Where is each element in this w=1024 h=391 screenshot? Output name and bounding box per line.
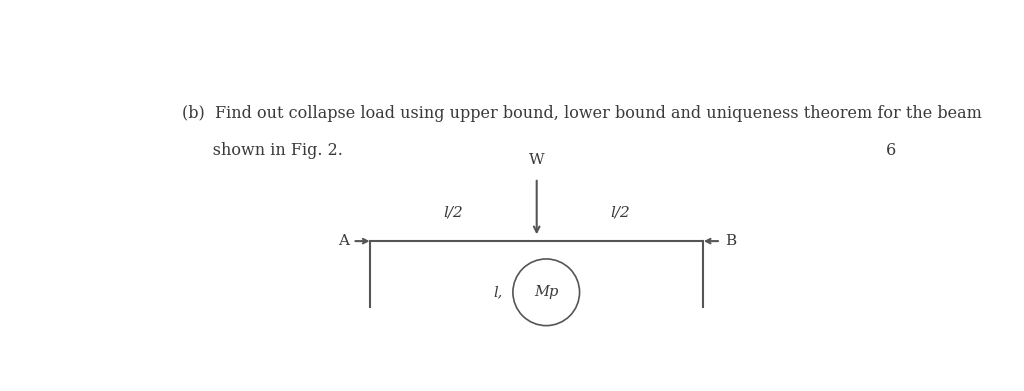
Text: l/2: l/2 <box>443 206 463 219</box>
Text: A: A <box>338 234 348 248</box>
Text: (b)  Find out collapse load using upper bound, lower bound and uniqueness theore: (b) Find out collapse load using upper b… <box>182 105 982 122</box>
Text: W: W <box>528 153 545 167</box>
Text: 6: 6 <box>886 142 896 159</box>
Text: l/2: l/2 <box>610 206 630 219</box>
Text: Mp: Mp <box>535 285 558 299</box>
Text: l,: l, <box>494 285 503 299</box>
Text: shown in Fig. 2.: shown in Fig. 2. <box>182 142 343 159</box>
Text: B: B <box>725 234 736 248</box>
